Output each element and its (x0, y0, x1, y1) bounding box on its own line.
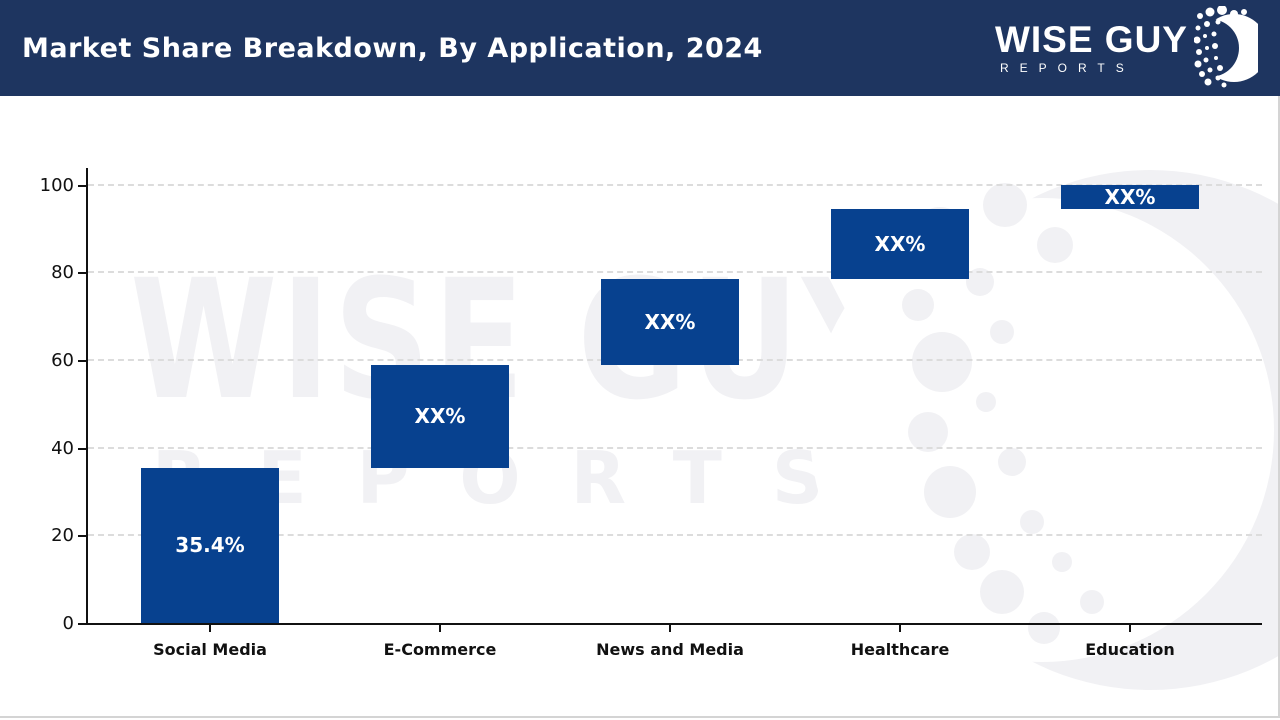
category-label-e-commerce: E-Commerce (383, 640, 497, 659)
y-tick-100 (78, 184, 86, 187)
y-tick-40 (78, 447, 86, 450)
y-tick-0 (78, 623, 86, 625)
y-axis-line (86, 168, 88, 625)
bar-value-label: XX% (874, 232, 926, 257)
logo-wiseguy-text: WISE GUY (994, 19, 1188, 60)
right-border-line (1278, 96, 1280, 718)
x-tick-0 (209, 625, 211, 632)
page-title: Market Share Breakdown, By Application, … (22, 32, 763, 64)
bar-social-media: 35.4% (141, 467, 279, 623)
y-tick-label-80: 80 (51, 262, 74, 284)
category-label-education: Education (1085, 640, 1175, 659)
y-tick-label-100: 100 (39, 174, 74, 196)
bar-healthcare: XX% (831, 209, 969, 280)
category-label-healthcare: Healthcare (850, 640, 950, 659)
bar-education: XX% (1061, 184, 1199, 210)
y-tick-label-40: 40 (51, 437, 74, 459)
x-tick-1 (439, 625, 441, 632)
y-tick-80 (78, 272, 86, 275)
x-tick-3 (899, 625, 901, 632)
bottom-border-line (0, 716, 1280, 718)
bar-value-label: XX% (644, 310, 696, 335)
gridline-100 (88, 183, 1262, 186)
logo-face-icon (1194, 6, 1258, 88)
bar-value-label: XX% (414, 404, 466, 429)
y-tick-60 (78, 359, 86, 362)
bar-value-label: XX% (1104, 184, 1156, 209)
gridline-80 (88, 271, 1262, 274)
category-label-social-media: Social Media (153, 640, 267, 659)
y-tick-20 (78, 535, 86, 538)
bar-e-commerce: XX% (371, 365, 509, 468)
logo-text: WISE GUY REPORTS (995, 21, 1188, 75)
y-tick-label-20: 20 (51, 525, 74, 547)
gridline-20 (88, 534, 1262, 537)
y-tick-label-60: 60 (51, 349, 74, 371)
category-label-news-and-media: News and Media (596, 640, 744, 659)
logo-reports-text: REPORTS (999, 61, 1135, 75)
x-axis-line (86, 623, 1262, 625)
bar-value-label: 35.4% (175, 533, 245, 558)
wise-guy-reports-logo: WISE GUY REPORTS (995, 6, 1258, 90)
x-tick-4 (1129, 625, 1131, 632)
y-tick-label-0: 0 (62, 613, 74, 634)
x-tick-2 (669, 625, 671, 632)
header: Market Share Breakdown, By Application, … (0, 0, 1280, 96)
gridline-40 (88, 446, 1262, 449)
watermark-wiseguy-text: WISE GUY (130, 244, 903, 436)
bar-news-and-media: XX% (601, 279, 739, 366)
